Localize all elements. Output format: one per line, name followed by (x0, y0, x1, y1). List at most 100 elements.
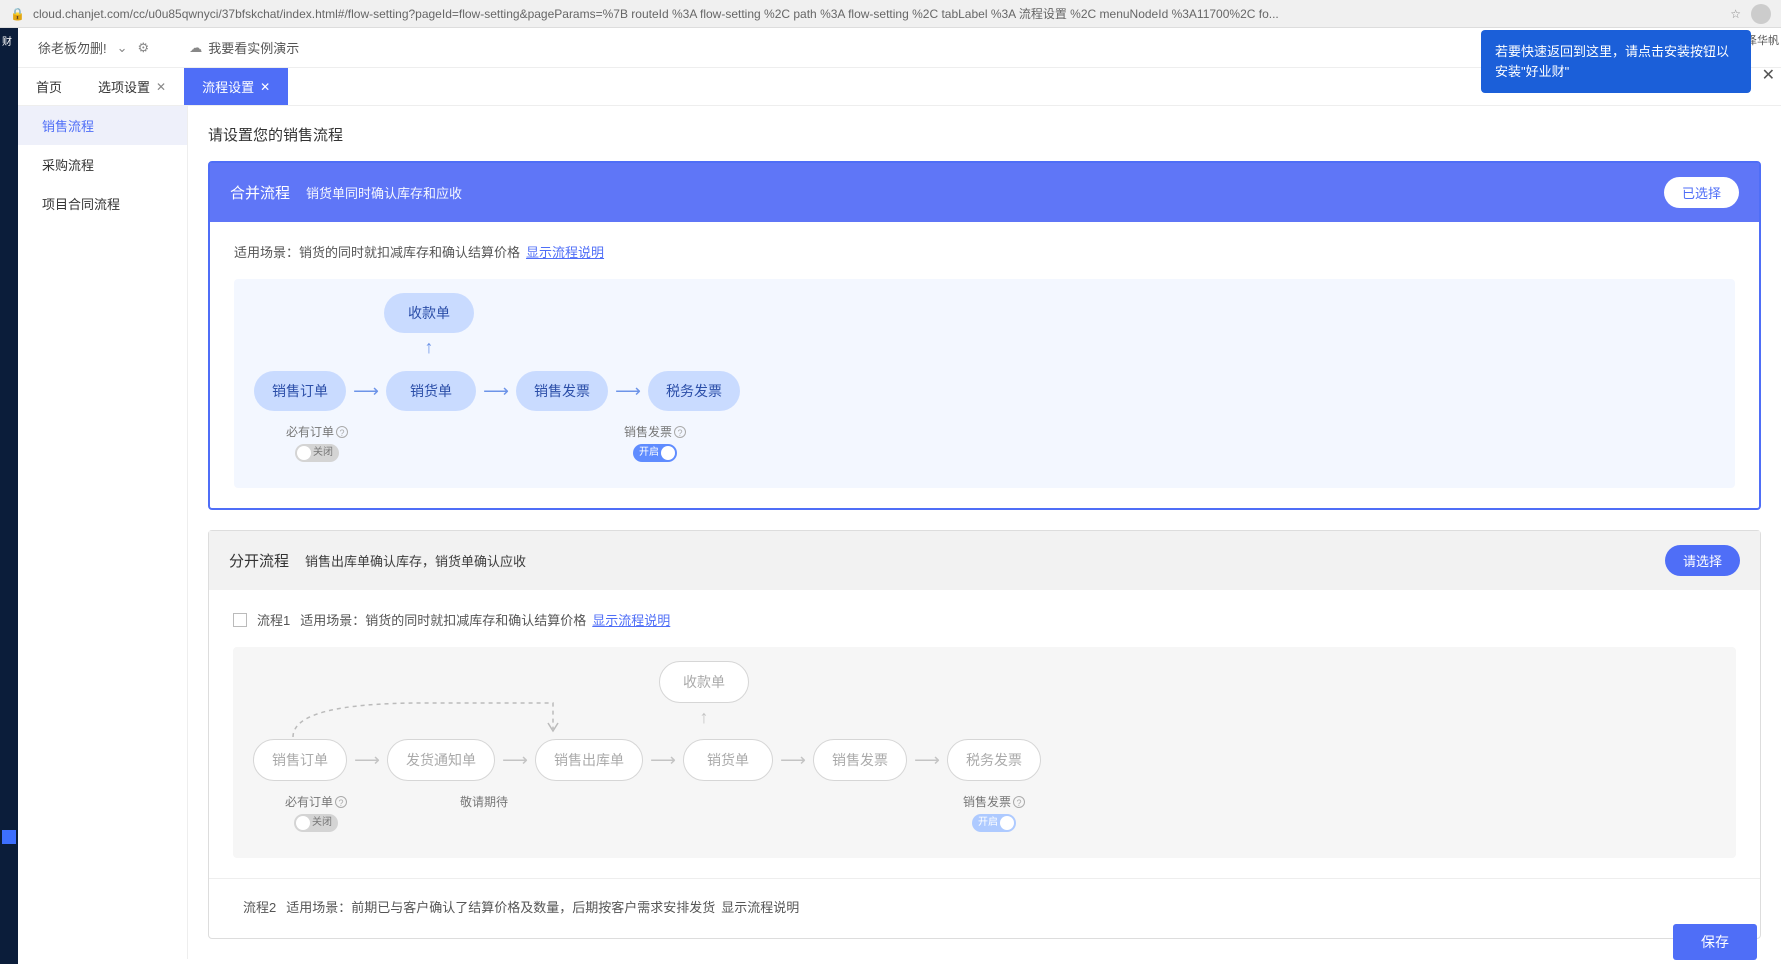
under-order: 必有订单? 关闭 (254, 423, 380, 462)
scenario-text: 销货的同时就扣减库存和确认结算价格 (299, 242, 520, 261)
dashed-arrow (283, 699, 563, 739)
left-nav-active-indicator (2, 830, 16, 844)
merged-flow-header: 合并流程 销货单同时确认库存和应收 已选择 (210, 163, 1759, 222)
help-icon[interactable]: ? (674, 426, 686, 438)
invoice-toggle[interactable]: 开启 (633, 444, 677, 462)
sidebar-item-purchase-flow[interactable]: 采购流程 (18, 145, 187, 184)
scenario-prefix: 适用场景： (234, 242, 299, 261)
merged-scenario: 适用场景： 销货的同时就扣减库存和确认结算价格 显示流程说明 (234, 242, 1735, 261)
extension-icon[interactable] (1751, 4, 1771, 24)
split-flow-title: 分开流程 (229, 550, 289, 571)
flow1-scenario: 流程1 适用场景： 销货的同时就扣减库存和确认结算价格 显示流程说明 (233, 610, 1736, 629)
sidebar-item-label: 项目合同流程 (42, 197, 120, 212)
tab-label: 流程设置 (202, 77, 254, 96)
help-icon[interactable]: ? (336, 426, 348, 438)
sidebar: 销售流程 采购流程 项目合同流程 (18, 106, 188, 959)
node-sales-order: 销售订单 (254, 371, 346, 411)
diagram-row: 销售订单 ⟶ 销货单 ⟶ 销售发票 ⟶ 税务发票 (254, 371, 1715, 411)
split-flow1-body: 流程1 适用场景： 销货的同时就扣减库存和确认结算价格 显示流程说明 收款单 ↑… (209, 590, 1760, 878)
show-desc-link[interactable]: 显示流程说明 (526, 242, 604, 261)
gear-icon[interactable]: ⚙ (138, 40, 150, 56)
split-flow-subtitle: 销售出库单确认库存，销货单确认应收 (305, 551, 526, 570)
arrow-up-icon: ↑ (700, 707, 709, 728)
node-tax-invoice: 税务发票 (947, 739, 1041, 781)
split-flow-header: 分开流程 销售出库单确认库存，销货单确认应收 请选择 (209, 531, 1760, 590)
invoice-toggle[interactable]: 开启 (972, 814, 1016, 832)
toggle-label: 开启 (639, 447, 659, 458)
close-icon[interactable]: ✕ (260, 80, 270, 94)
sidebar-item-label: 采购流程 (42, 158, 94, 173)
split-flow-card: 分开流程 销售出库单确认库存，销货单确认应收 请选择 流程1 适用场景： 销货的… (208, 530, 1761, 939)
lock-icon: 🔒 (10, 7, 25, 21)
star-icon[interactable]: ☆ (1730, 7, 1741, 21)
close-icon[interactable]: ✕ (156, 80, 166, 94)
notification-text: 若要快速返回到这里，请点击安装按钮以安装"好业财" (1495, 44, 1729, 79)
browser-url-bar: 🔒 cloud.chanjet.com/cc/u0u85qwnyci/37bfs… (0, 0, 1781, 28)
arrow-up-icon: ↑ (425, 337, 434, 358)
sidebar-item-sales-flow[interactable]: 销售流程 (18, 106, 187, 145)
show-desc-link[interactable]: 显示流程说明 (592, 610, 670, 629)
toggle-label: 开启 (978, 817, 998, 828)
scenario-prefix: 适用场景： (286, 897, 351, 916)
scenario-text: 前期已与客户确认了结算价格及数量，后期按客户需求安排发货 (351, 897, 715, 916)
invoice-label: 销售发票 (624, 425, 672, 439)
order-toggle[interactable]: 关闭 (294, 814, 338, 832)
node-outbound: 销售出库单 (535, 739, 643, 781)
url-text: cloud.chanjet.com/cc/u0u85qwnyci/37bfskc… (33, 5, 1720, 22)
diagram-row: 销售订单 ⟶ 发货通知单 ⟶ 销售出库单 ⟶ 销货单 ⟶ 销售发票 ⟶ 税务发票 (253, 739, 1716, 781)
save-bar: 保存 (1673, 924, 1757, 960)
under-wait: 敬请期待 (419, 793, 549, 832)
node-delivery: 销货单 (683, 739, 773, 781)
merged-flow-subtitle: 销货单同时确认库存和应收 (306, 183, 462, 202)
tab-home[interactable]: 首页 (18, 68, 80, 105)
merged-flow-body: 适用场景： 销货的同时就扣减库存和确认结算价格 显示流程说明 收款单 ↑ 销售订… (210, 222, 1759, 508)
flow1-label: 流程1 (257, 610, 290, 629)
arrow-right-icon: ⟶ (643, 750, 683, 771)
merged-diagram: 收款单 ↑ 销售订单 ⟶ 销货单 ⟶ 销售发票 ⟶ 税务发票 必有 (234, 279, 1735, 488)
order-toggle[interactable]: 关闭 (295, 444, 339, 462)
help-icon[interactable]: ? (335, 796, 347, 808)
flow1-diagram: 收款单 ↑ 销售订单 ⟶ 发货通知单 ⟶ 销售出库单 ⟶ 销货单 ⟶ 销售发票 … (233, 647, 1736, 858)
under-labels: 必有订单? 关闭 销售发票? 开启 (254, 423, 1715, 462)
show-desc-link[interactable]: 显示流程说明 (721, 897, 799, 916)
invoice-label: 销售发票 (963, 795, 1011, 809)
arrow-right-icon: ⟶ (346, 381, 386, 402)
arrow-right-icon: ⟶ (773, 750, 813, 771)
left-strip-label: 财 (2, 33, 12, 48)
cloud-icon: ☁ (189, 40, 202, 56)
select-button[interactable]: 请选择 (1665, 545, 1740, 576)
tab-options[interactable]: 选项设置 ✕ (80, 68, 184, 105)
sidebar-item-contract-flow[interactable]: 项目合同流程 (18, 184, 187, 223)
save-button[interactable]: 保存 (1673, 924, 1757, 960)
order-label: 必有订单 (286, 425, 334, 439)
arrow-right-icon: ⟶ (495, 750, 535, 771)
chevron-down-icon: ⌄ (117, 40, 128, 56)
tab-flow-settings[interactable]: 流程设置 ✕ (184, 68, 288, 105)
arrow-right-icon: ⟶ (476, 381, 516, 402)
order-label: 必有订单 (285, 795, 333, 809)
scenario-text: 销货的同时就扣减库存和确认结算价格 (365, 610, 586, 629)
demo-link[interactable]: ☁ 我要看实例演示 (189, 38, 299, 57)
top-node-wrap: 收款单 ↑ (384, 293, 474, 358)
node-sales-invoice: 销售发票 (516, 371, 608, 411)
flow1-checkbox[interactable] (233, 613, 247, 627)
left-nav-strip (0, 28, 18, 964)
close-icon[interactable]: ✕ (1762, 65, 1775, 85)
content: 请设置您的销售流程 合并流程 销货单同时确认库存和应收 已选择 适用场景： 销货… (188, 106, 1781, 959)
selected-button[interactable]: 已选择 (1664, 177, 1739, 208)
tab-label: 选项设置 (98, 77, 150, 96)
node-ship-notice: 发货通知单 (387, 739, 495, 781)
under-invoice: 销售发票? 开启 (590, 423, 720, 462)
org-name: 徐老板勿删! (38, 38, 107, 57)
org-selector[interactable]: 徐老板勿删! ⌄ ⚙ (38, 38, 149, 57)
node-delivery: 销货单 (386, 371, 476, 411)
demo-link-label: 我要看实例演示 (208, 38, 299, 57)
help-icon[interactable]: ? (1013, 796, 1025, 808)
merged-flow-card: 合并流程 销货单同时确认库存和应收 已选择 适用场景： 销货的同时就扣减库存和确… (208, 161, 1761, 510)
arrow-right-icon: ⟶ (347, 750, 387, 771)
arrow-right-icon: ⟶ (608, 381, 648, 402)
under-labels: 必有订单? 关闭 敬请期待 销售发票? (253, 793, 1716, 832)
scenario-prefix: 适用场景： (300, 610, 365, 629)
flow2-label: 流程2 (243, 897, 276, 916)
node-receipt: 收款单 (659, 661, 749, 703)
